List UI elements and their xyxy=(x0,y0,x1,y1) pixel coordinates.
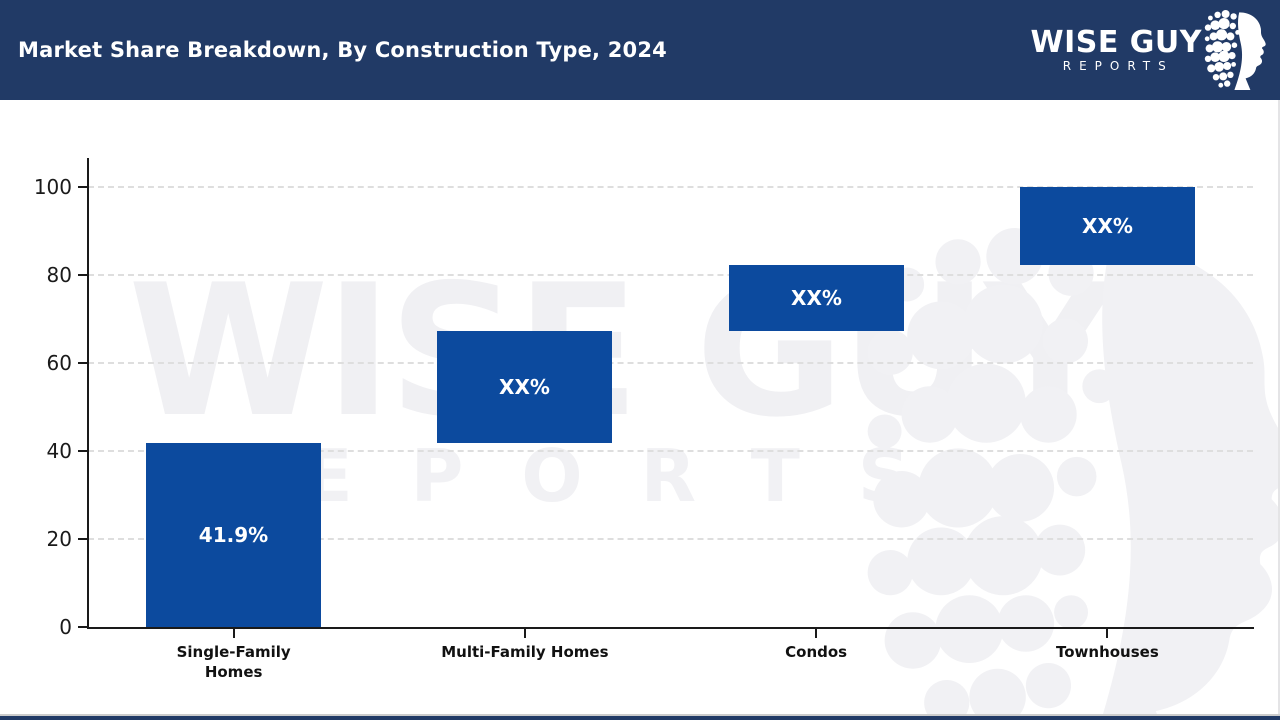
bar-value-label: 41.9% xyxy=(198,522,269,547)
footer-accent-bar xyxy=(0,716,1280,720)
x-category-label: Condos xyxy=(785,643,848,661)
y-tick-label: 40 xyxy=(46,439,72,463)
y-axis-tick xyxy=(78,626,88,628)
chart-title: Market Share Breakdown, By Construction … xyxy=(18,38,667,62)
x-axis-line xyxy=(87,627,1254,629)
y-axis-tick xyxy=(78,538,88,540)
wise-guy-logo: WISE GUY REPORTS xyxy=(1030,10,1268,90)
bar: XX% xyxy=(437,331,612,443)
grid-line xyxy=(88,186,1253,188)
x-category-label: Townhouses xyxy=(1055,643,1159,661)
bar-value-label: XX% xyxy=(499,374,550,399)
x-category-label: Multi-Family Homes xyxy=(441,643,609,661)
chart-area: WISE GUY REPORTS 0 20 40 60 80 100 Single-Fami… xyxy=(0,100,1280,714)
y-axis-tick xyxy=(78,450,88,452)
bar-value-label: XX% xyxy=(1082,214,1133,239)
y-tick-label: 0 xyxy=(59,615,72,639)
x-axis-tick xyxy=(1106,629,1109,638)
bar: XX% xyxy=(729,265,904,332)
y-axis-tick xyxy=(78,362,88,364)
x-axis-tick xyxy=(815,629,818,638)
y-axis-tick xyxy=(78,186,88,188)
grid-line xyxy=(88,450,1253,452)
y-tick-label: 80 xyxy=(46,263,72,287)
y-tick-label: 60 xyxy=(46,351,72,375)
logo-subtitle: REPORTS xyxy=(1062,58,1174,73)
grid-line xyxy=(88,538,1253,540)
y-axis-line xyxy=(87,158,89,629)
grid-line xyxy=(88,362,1253,364)
bar-value-label: XX% xyxy=(791,286,842,311)
y-tick-label: 20 xyxy=(46,527,72,551)
logo-text: WISE GUY REPORTS xyxy=(1030,27,1202,73)
bar: 41.9% xyxy=(146,442,321,627)
x-axis-tick xyxy=(523,629,526,638)
y-tick-label: 100 xyxy=(33,175,72,199)
footer-divider xyxy=(0,714,1280,716)
y-axis-tick xyxy=(78,274,88,276)
x-axis-tick xyxy=(232,629,235,638)
wise-guy-head-icon xyxy=(1204,10,1266,90)
bar: XX% xyxy=(1020,187,1195,266)
logo-wordmark: WISE GUY xyxy=(1030,25,1202,61)
header-bar: Market Share Breakdown, By Construction … xyxy=(0,0,1280,100)
plot-region: 0 20 40 60 80 100 Single-Family Homes 41.9% Mult… xyxy=(0,100,1278,714)
grid-line xyxy=(88,274,1253,276)
x-category-label: Single-Family Homes xyxy=(176,643,291,682)
